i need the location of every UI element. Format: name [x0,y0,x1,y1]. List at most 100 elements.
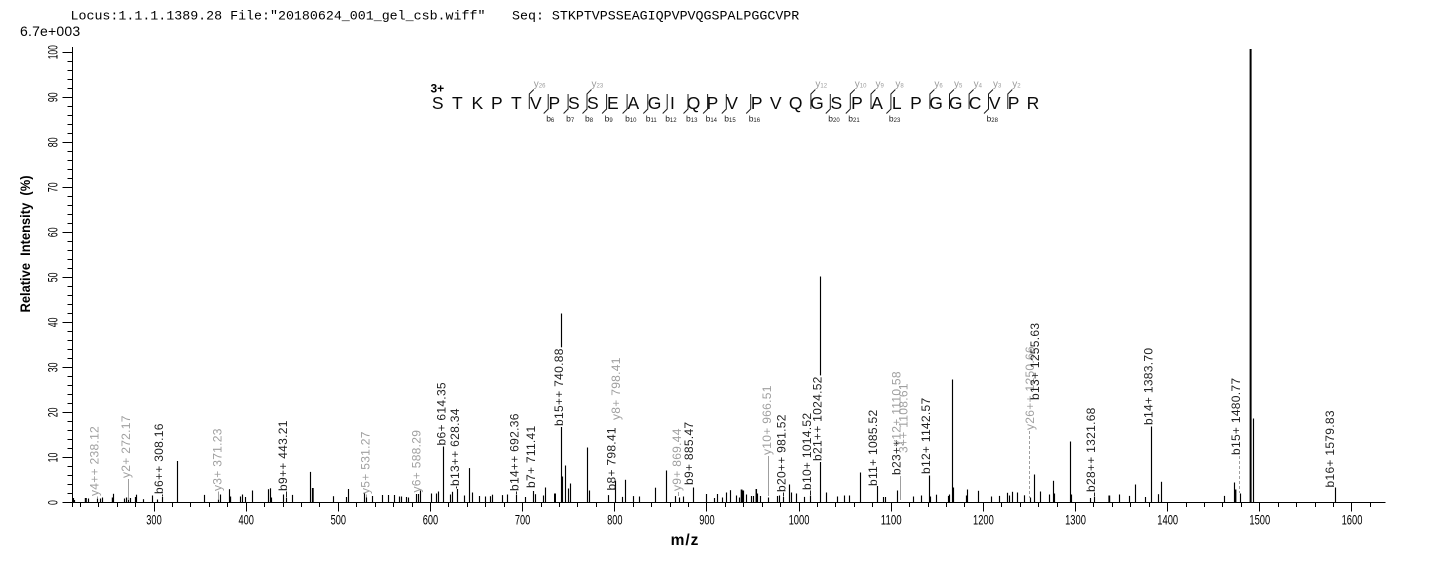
svg-text:y10+ 966.51: y10+ 966.51 [760,385,774,455]
svg-text:m/z: m/z [671,532,700,549]
svg-text:b21++ 1024.52: b21++ 1024.52 [811,376,825,461]
svg-text:y3: y3 [993,79,1002,90]
svg-text:P: P [707,93,719,113]
svg-text:1100: 1100 [881,512,902,528]
svg-text:L: L [892,93,902,113]
svg-text:Q: Q [687,93,701,113]
svg-text:y2+ 272.17: y2+ 272.17 [119,415,133,478]
svg-text:1300: 1300 [1065,512,1086,528]
svg-text:b11: b11 [646,114,658,124]
svg-text:50: 50 [45,272,61,282]
svg-text:1500: 1500 [1249,512,1270,528]
svg-text:y8: y8 [895,79,904,90]
svg-text:400: 400 [239,512,255,528]
svg-text:T: T [452,93,463,113]
svg-text:K: K [472,93,484,113]
svg-text:b6+ 614.35: b6+ 614.35 [435,382,449,445]
svg-text:P: P [1008,93,1020,113]
svg-text:90: 90 [45,92,61,102]
svg-text:30: 30 [45,362,61,372]
svg-text:80: 80 [45,137,61,147]
svg-text:b21: b21 [848,114,860,124]
svg-text:V: V [770,93,782,113]
svg-text:3++ 1108.61: 3++ 1108.61 [897,383,911,453]
svg-text:20: 20 [45,407,61,417]
svg-text:Seq: STKPTVPSSEAGIQPVPVQGSPALP: Seq: STKPTVPSSEAGIQPVPVQGSPALPGGCVPR [512,9,799,24]
svg-text:b13: b13 [686,114,698,124]
svg-text:b12: b12 [665,114,677,124]
svg-text:1400: 1400 [1157,512,1178,528]
svg-text:b7+ 711.41: b7+ 711.41 [524,425,538,488]
svg-text:G: G [949,93,963,113]
svg-text:y8+ 798.41: y8+ 798.41 [609,357,623,420]
svg-text:S: S [432,93,444,113]
svg-text:P: P [491,93,503,113]
svg-text:600: 600 [423,512,439,528]
svg-text:900: 900 [699,512,715,528]
svg-text:y2: y2 [1012,79,1021,90]
svg-text:y9: y9 [876,79,885,90]
svg-text:1600: 1600 [1342,512,1363,528]
svg-text:b9++ 443.21: b9++ 443.21 [276,420,290,491]
svg-text:R: R [1027,93,1040,113]
svg-text:10: 10 [45,452,61,462]
svg-text:60: 60 [45,227,61,237]
svg-text:Locus:1.1.1.1389.28 File:"2018: Locus:1.1.1.1389.28 File:"20180624_001_g… [71,9,486,24]
svg-text:b10: b10 [625,114,637,124]
svg-text:b6++ 308.16: b6++ 308.16 [152,423,166,494]
svg-text:b20++ 981.52: b20++ 981.52 [775,414,789,492]
svg-text:b8+ 798.41: b8+ 798.41 [605,427,619,490]
svg-text:b14+ 1383.70: b14+ 1383.70 [1142,348,1156,425]
svg-text:y3+ 371.23: y3+ 371.23 [211,428,225,491]
svg-text:P: P [910,93,922,113]
svg-text:b9: b9 [605,114,614,124]
svg-text:b14: b14 [706,114,718,124]
svg-text:G: G [929,93,943,113]
svg-text:y5+ 531.27: y5+ 531.27 [359,431,373,494]
svg-text:800: 800 [607,512,623,528]
svg-text:b13+ 1255.63: b13+ 1255.63 [1028,323,1042,400]
svg-text:6.7e+003: 6.7e+003 [20,23,80,39]
svg-text:b16+ 1579.83: b16+ 1579.83 [1323,410,1337,487]
svg-text:b15++ 740.88: b15++ 740.88 [552,348,566,426]
svg-text:0: 0 [45,500,61,505]
svg-text:40: 40 [45,317,61,327]
svg-text:y6+ 588.29: y6+ 588.29 [410,430,424,493]
svg-text:A: A [628,93,640,113]
svg-text:G: G [810,93,824,113]
svg-text:y12+ 1110.58: y12+ 1110.58 [890,371,904,446]
svg-text:b28: b28 [987,114,999,124]
svg-text:b15+ 1480.77: b15+ 1480.77 [1229,378,1243,455]
svg-text:P: P [851,93,863,113]
svg-text:C: C [969,93,982,113]
svg-text:700: 700 [515,512,531,528]
svg-text:A: A [871,93,883,113]
svg-text:S: S [587,93,599,113]
svg-text:b12+ 1142.57: b12+ 1142.57 [919,398,933,474]
svg-text:y10: y10 [855,79,867,90]
svg-text:b23: b23 [889,114,901,124]
svg-text:y23: y23 [592,79,604,90]
svg-text:E: E [607,93,619,113]
svg-text:S: S [830,93,842,113]
svg-text:P: P [548,93,560,113]
svg-text:b15: b15 [724,114,736,124]
svg-text:300: 300 [146,512,162,528]
svg-text:b9+ 885.47: b9+ 885.47 [682,422,696,485]
svg-text:b8: b8 [585,114,594,124]
svg-text:b20: b20 [828,114,840,124]
svg-text:b23++: b23++ [890,439,904,475]
svg-text:y4: y4 [974,79,983,90]
svg-text:Relative Intensity (%): Relative Intensity (%) [18,176,33,313]
svg-text:y5: y5 [954,79,963,90]
svg-text:G: G [648,93,662,113]
svg-text:V: V [989,93,1001,113]
svg-text:I: I [670,93,675,113]
svg-text:y6: y6 [934,79,943,90]
svg-text:70: 70 [45,182,61,192]
svg-text:y4++ 238.12: y4++ 238.12 [88,426,102,496]
svg-text:T: T [511,93,522,113]
svg-text:S: S [568,93,580,113]
svg-text:Q: Q [789,93,803,113]
svg-text:y26: y26 [534,79,546,90]
